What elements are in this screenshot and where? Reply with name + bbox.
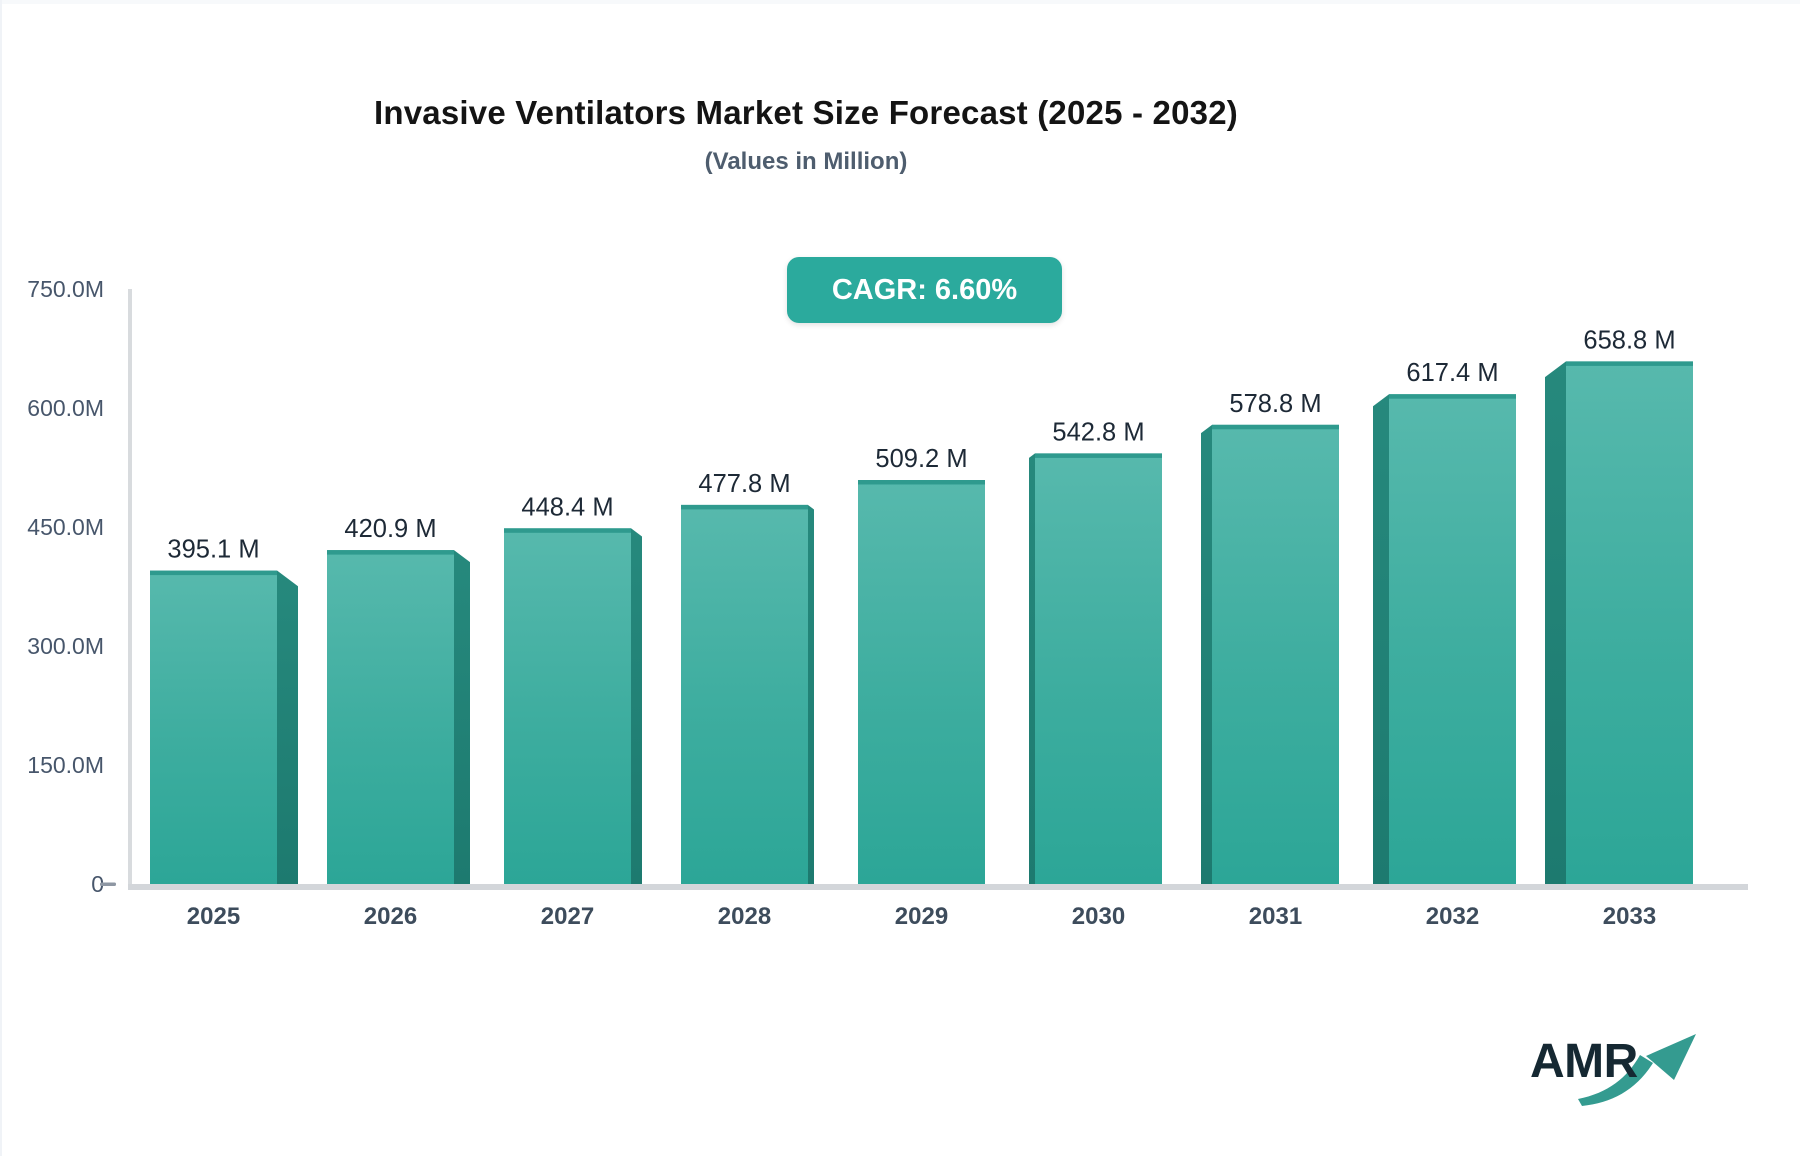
bar-face <box>858 480 985 884</box>
bar-top-edge <box>150 570 277 576</box>
x-axis-label: 2033 <box>1603 903 1656 930</box>
bar-top-edge <box>327 550 454 555</box>
bar-side <box>1201 424 1212 884</box>
y-axis-label: 450.0M <box>27 514 104 540</box>
bar-top-edge <box>858 480 985 485</box>
bar-top-edge <box>504 528 631 533</box>
zero-tick-mark <box>100 882 116 886</box>
chart-subtitle: (Values in Million) <box>704 148 908 175</box>
bar-face <box>1035 453 1162 884</box>
y-axis-label: 750.0M <box>27 276 104 302</box>
bar-face <box>327 550 454 884</box>
bar-top-edge <box>1035 453 1162 458</box>
cagr-badge: CAGR: 6.60% <box>787 257 1062 323</box>
bar-value-label: 395.1 M <box>167 536 259 564</box>
bar-side <box>1029 453 1035 884</box>
bar-value-label: 617.4 M <box>1406 359 1498 387</box>
bar-side <box>1373 394 1389 884</box>
bar-top-edge <box>681 504 808 510</box>
bar-side <box>1545 361 1566 884</box>
x-axis-label: 2028 <box>718 903 771 930</box>
chart-title: Invasive Ventilators Market Size Forecas… <box>374 94 1238 131</box>
bar-value-label: 448.4 M <box>521 493 613 521</box>
bar-face <box>1212 424 1339 884</box>
x-axis-label: 2031 <box>1249 903 1302 930</box>
bar-face <box>1389 394 1516 884</box>
bar-value-label: 477.8 M <box>698 470 790 498</box>
x-axis-label: 2026 <box>364 903 417 930</box>
logo-text: AMR <box>1530 1035 1638 1088</box>
cagr-badge-label: CAGR: 6.60% <box>831 273 1018 306</box>
bar-side <box>454 550 470 884</box>
x-axis-label: 2030 <box>1072 903 1125 930</box>
y-axis-line <box>128 289 132 886</box>
bar-side <box>631 528 642 884</box>
bar-face <box>681 504 808 884</box>
bar-top-edge <box>1212 424 1339 430</box>
bar-top-edge <box>1389 394 1516 399</box>
page-edge-top <box>0 0 1800 4</box>
y-axis-label: 600.0M <box>27 395 104 421</box>
x-axis-label: 2025 <box>187 903 240 930</box>
bar-value-label: 542.8 M <box>1052 418 1144 446</box>
bar-top-edge <box>1566 361 1693 366</box>
bar-face <box>504 528 631 884</box>
x-axis-label: 2032 <box>1426 903 1479 930</box>
bar-value-label: 578.8 M <box>1229 390 1321 418</box>
x-axis-label: 2027 <box>541 903 594 930</box>
bar-value-label: 509.2 M <box>875 445 967 473</box>
bar-face <box>150 570 277 884</box>
x-axis-label: 2029 <box>895 903 948 930</box>
bar-side <box>808 504 814 884</box>
y-axis-label: 150.0M <box>27 752 104 778</box>
y-axis-label: 300.0M <box>27 633 104 659</box>
bar-value-label: 658.8 M <box>1583 326 1675 354</box>
x-baseline <box>128 884 1748 890</box>
page-edge-left <box>0 0 2 1156</box>
amr-logo: AMR <box>1520 1022 1720 1132</box>
bar-face <box>1566 361 1693 884</box>
trend-up-arrow-icon <box>1578 1034 1696 1106</box>
y-axis-label: 0 <box>91 871 104 897</box>
bar-value-label: 420.9 M <box>344 515 436 543</box>
bar-side <box>277 570 298 884</box>
